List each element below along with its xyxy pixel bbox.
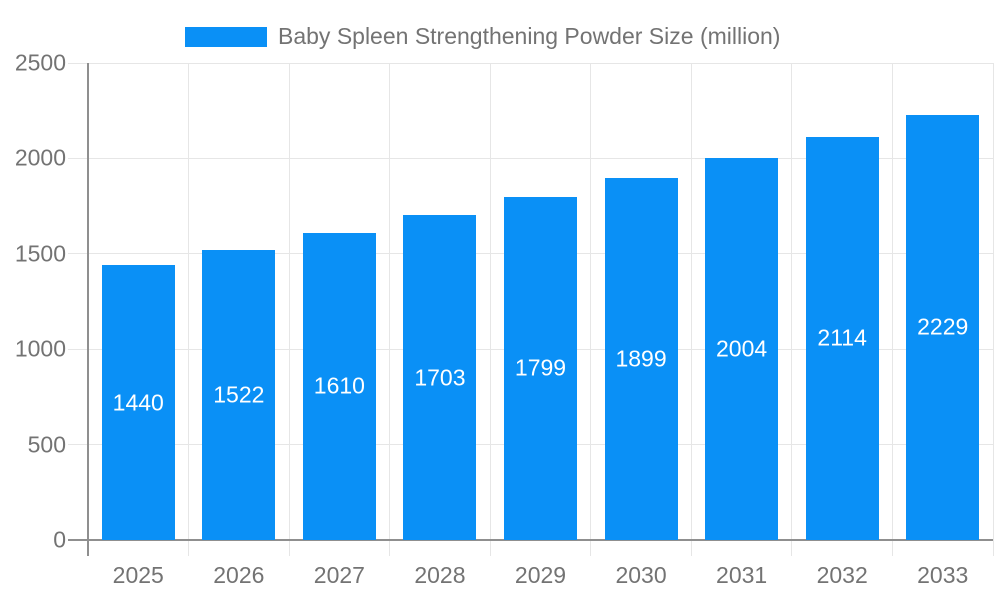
bar-2027: 1610 (302, 232, 376, 540)
x-tick-label-2025: 2025 (112, 562, 164, 588)
y-tick-label-500: 500 (27, 431, 66, 458)
y-tick-label-0: 0 (53, 526, 66, 553)
gridline-x-4 (489, 63, 491, 556)
x-tick-label-2033: 2033 (917, 562, 969, 588)
bar-value-label-2032: 2114 (817, 324, 867, 351)
bar-2026: 1522 (202, 249, 276, 540)
x-tick-label-2030: 2030 (615, 562, 667, 588)
x-tick-label-2026: 2026 (213, 562, 265, 588)
x-axis-labels: 2025 2026 2027 2028 2029 2030 2031 2032 2033 (88, 562, 993, 592)
x-tick-label-2029: 2029 (514, 562, 567, 588)
y-tick-label-2000: 2000 (14, 144, 66, 171)
bar-2032: 2114 (805, 136, 879, 540)
bar-value-label-2031: 2004 (716, 335, 768, 362)
gridline-x-9 (992, 63, 994, 556)
gridline-x-8 (891, 63, 893, 556)
y-tick-label-1500: 1500 (14, 240, 66, 267)
plot-area: 1440 1522 1610 1703 1799 1899 2004 2114 2229 (68, 62, 994, 556)
x-tick-label-2028: 2028 (414, 562, 466, 588)
bar-value-label-2030: 1899 (615, 345, 667, 372)
bar-2031: 2004 (705, 157, 779, 540)
bar-value-label-2033: 2229 (917, 313, 969, 340)
gridline-y-2000 (68, 157, 993, 159)
bar-2030: 1899 (604, 177, 678, 540)
chart-legend: Baby Spleen Strengthening Powder Size (m… (185, 23, 780, 50)
y-tick-label-2500: 2500 (14, 49, 66, 76)
y-axis-line (87, 63, 89, 556)
bar-value-label-2029: 1799 (514, 354, 567, 381)
gridline-x-3 (389, 63, 391, 556)
gridline-x-5 (590, 63, 592, 556)
gridline-x-6 (690, 63, 692, 556)
bar-2033: 2229 (906, 114, 980, 540)
gridline-x-2 (288, 63, 290, 556)
bar-2029: 1799 (504, 196, 577, 540)
gridline-y-2500 (68, 62, 993, 64)
x-tick-label-2032: 2032 (816, 562, 868, 588)
bar-value-label-2025: 1440 (112, 389, 164, 416)
bar-2025: 1440 (101, 265, 175, 540)
chart-title: Baby Spleen Strengthening Powder Size (m… (278, 23, 781, 49)
bar-2028: 1703 (403, 215, 477, 540)
x-axis-line (68, 539, 993, 541)
y-axis-labels: 0 500 1000 1500 2000 2500 (0, 50, 66, 553)
gridline-x-1 (188, 63, 190, 556)
bar-value-label-2028: 1703 (414, 364, 466, 391)
gridline-x-7 (791, 63, 793, 556)
bar-value-label-2027: 1610 (313, 372, 365, 399)
x-tick-label-2031: 2031 (716, 562, 768, 588)
bar-value-label-2026: 1522 (213, 381, 265, 408)
legend-swatch (185, 26, 267, 47)
y-tick-label-1000: 1000 (14, 335, 66, 362)
x-tick-label-2027: 2027 (313, 562, 365, 588)
